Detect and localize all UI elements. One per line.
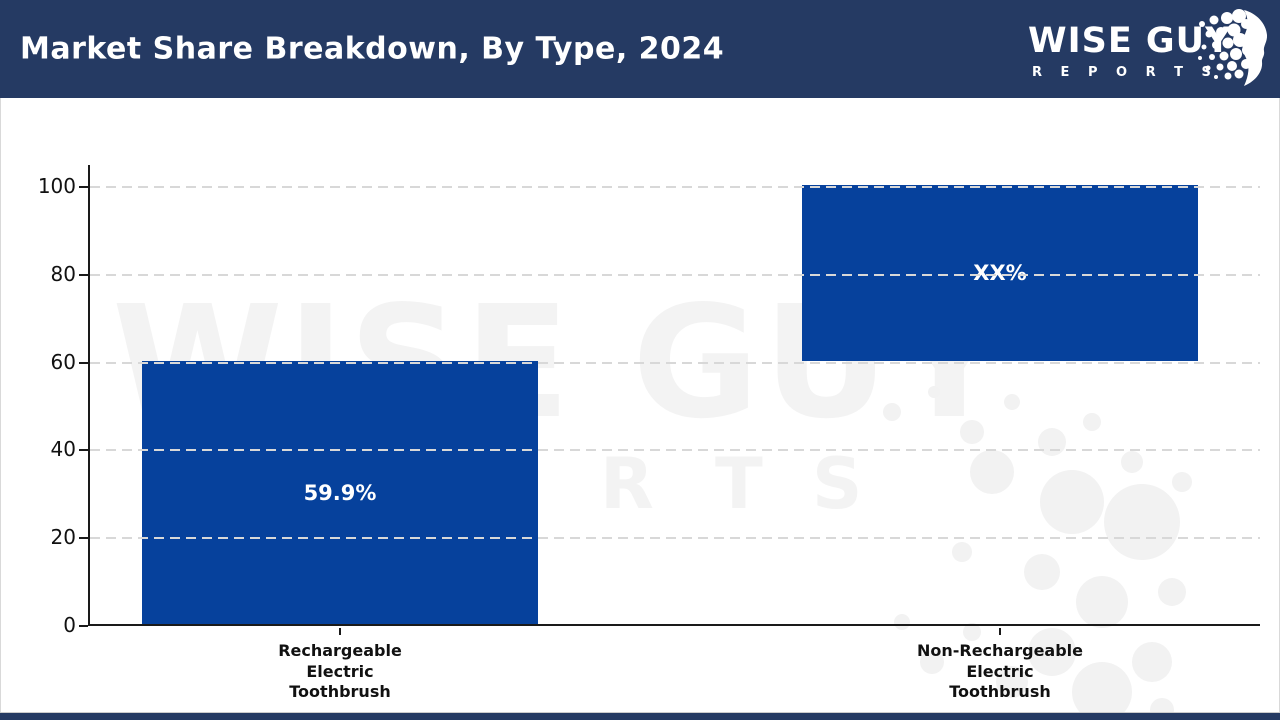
- watermark-letter: T: [715, 443, 763, 525]
- y-tick-mark: [79, 625, 88, 627]
- x-category-label: Non-Rechargeable Electric Toothbrush: [800, 641, 1200, 703]
- x-category-label-line: Toothbrush: [289, 682, 391, 701]
- gridline: [90, 449, 1260, 452]
- x-category-label-line: Electric: [306, 661, 374, 681]
- y-tick-mark: [79, 537, 88, 540]
- x-category-label-line: Rechargeable: [278, 641, 402, 660]
- y-axis: 0 20 40 60 80 100: [0, 165, 76, 637]
- x-category-label-line: Toothbrush: [949, 682, 1051, 701]
- dotted-face-icon: [1196, 9, 1268, 86]
- x-category-label-line: Non-Rechargeable: [916, 641, 1084, 660]
- logo-text-line2: R E P O R T S: [1032, 65, 1218, 80]
- watermark-letter: R: [600, 443, 654, 525]
- page-title: Market Share Breakdown, By Type, 2024: [20, 31, 725, 67]
- gridline: [90, 273, 1260, 276]
- bar-value-label: 59.9%: [303, 480, 377, 505]
- footer-band: [0, 713, 1280, 720]
- footer-hairline: [0, 712, 1280, 713]
- y-tick-label: 40: [50, 437, 76, 462]
- y-tick-label: 100: [37, 173, 76, 198]
- watermark-face-dots: [883, 386, 1192, 715]
- plot-area: 59.9% XX%: [88, 165, 1260, 626]
- bar-non-rechargeable: XX%: [802, 184, 1198, 361]
- logo-text-line1: WISE GUY: [1028, 21, 1231, 61]
- y-tick-label: 20: [50, 525, 76, 550]
- x-category-label: Rechargeable Electric Toothbrush: [140, 641, 540, 703]
- watermark-letter: S: [812, 443, 863, 525]
- y-tick-mark: [79, 273, 88, 276]
- y-tick-label: 80: [50, 261, 76, 286]
- wise-guy-reports-logo: WISE GUY R E P O R T S: [1028, 9, 1268, 86]
- y-tick-mark: [79, 361, 88, 364]
- left-edge-line: [0, 98, 1, 712]
- bar-value-label: XX%: [973, 260, 1027, 285]
- x-category-label-line: Electric: [966, 661, 1034, 681]
- y-tick-mark: [79, 449, 88, 452]
- bar-rechargeable: 59.9%: [142, 361, 538, 624]
- gridline: [90, 537, 1260, 540]
- y-tick-label: 0: [63, 613, 76, 637]
- header-band: Market Share Breakdown, By Type, 2024 WI…: [0, 0, 1280, 98]
- y-tick-label: 60: [50, 349, 76, 374]
- gridline: [90, 361, 1260, 364]
- y-tick-mark: [79, 185, 88, 188]
- x-tick-mark: [999, 628, 1001, 635]
- gridline: [90, 185, 1260, 188]
- x-tick-mark: [339, 628, 341, 635]
